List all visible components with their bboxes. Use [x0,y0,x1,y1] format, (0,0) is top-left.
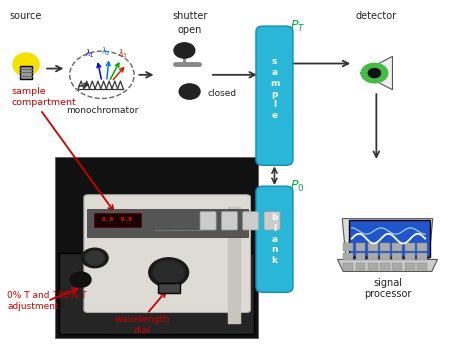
FancyBboxPatch shape [405,262,415,270]
FancyBboxPatch shape [87,209,247,237]
Text: s
a
m
p
l
e: s a m p l e [270,57,279,120]
Text: $\lambda_1$: $\lambda_1$ [85,48,95,60]
FancyBboxPatch shape [94,213,141,227]
FancyBboxPatch shape [256,186,293,292]
FancyBboxPatch shape [343,243,353,251]
Text: ─────────────────: ───────────────── [154,227,203,232]
FancyBboxPatch shape [380,243,390,251]
Text: $\lambda_3$: $\lambda_3$ [118,48,128,60]
FancyBboxPatch shape [20,66,32,79]
FancyBboxPatch shape [368,262,378,270]
Text: wavelength
dial: wavelength dial [115,315,170,335]
FancyBboxPatch shape [392,253,402,260]
Text: $\lambda_2$: $\lambda_2$ [101,46,110,58]
Circle shape [361,63,388,83]
Text: monochromator: monochromator [66,106,138,115]
FancyBboxPatch shape [405,243,415,251]
Text: closed: closed [207,89,236,98]
FancyBboxPatch shape [256,26,293,165]
FancyBboxPatch shape [356,262,365,270]
Text: b
l
a
n
k: b l a n k [271,213,278,265]
Polygon shape [228,207,239,323]
FancyBboxPatch shape [349,220,430,257]
FancyBboxPatch shape [343,262,353,270]
Text: source: source [10,11,42,21]
FancyBboxPatch shape [417,243,427,251]
Text: sample
compartment: sample compartment [12,87,77,108]
FancyBboxPatch shape [264,212,280,230]
FancyBboxPatch shape [343,253,353,260]
Circle shape [174,43,195,58]
Text: 0% T and 100% T
adjustment: 0% T and 100% T adjustment [7,291,87,311]
Text: $P_T$: $P_T$ [290,18,305,34]
FancyBboxPatch shape [392,262,402,270]
FancyBboxPatch shape [243,212,259,230]
FancyBboxPatch shape [55,157,258,338]
Text: detector: detector [356,11,397,21]
FancyBboxPatch shape [158,283,180,293]
Polygon shape [342,219,433,259]
Circle shape [85,251,104,265]
Circle shape [82,248,108,268]
FancyBboxPatch shape [368,253,378,260]
Text: open: open [177,25,202,34]
Text: shutter: shutter [172,11,207,21]
Text: 0.0  0.0: 0.0 0.0 [102,218,132,222]
Circle shape [153,261,184,284]
FancyBboxPatch shape [356,253,365,260]
FancyBboxPatch shape [380,253,390,260]
FancyBboxPatch shape [221,212,237,230]
FancyBboxPatch shape [84,195,250,313]
FancyBboxPatch shape [417,262,427,270]
Circle shape [70,272,91,287]
FancyBboxPatch shape [380,262,390,270]
Text: $P_0$: $P_0$ [290,179,304,194]
FancyBboxPatch shape [200,212,216,230]
Polygon shape [337,260,438,271]
Text: signal: signal [373,278,402,287]
Text: processor: processor [364,289,411,299]
FancyBboxPatch shape [417,253,427,260]
Circle shape [149,258,189,287]
FancyBboxPatch shape [368,243,378,251]
FancyBboxPatch shape [356,243,365,251]
Circle shape [179,84,200,99]
Circle shape [368,69,381,78]
FancyBboxPatch shape [405,253,415,260]
Ellipse shape [13,53,39,76]
FancyBboxPatch shape [59,253,254,334]
FancyBboxPatch shape [392,243,402,251]
Polygon shape [360,56,392,90]
